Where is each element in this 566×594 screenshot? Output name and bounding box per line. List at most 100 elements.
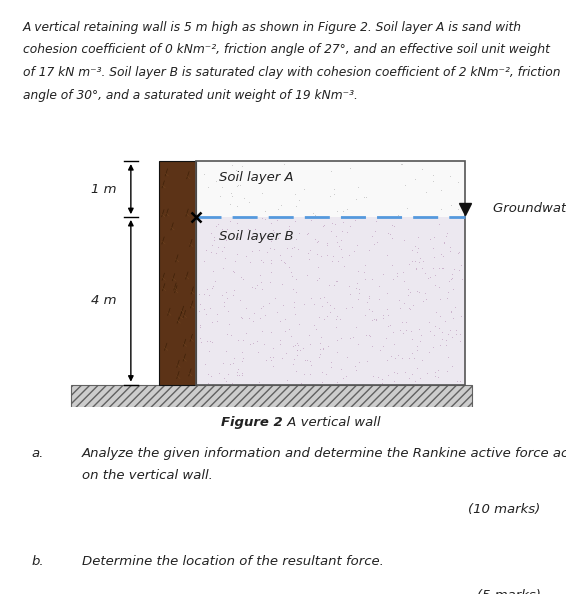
Point [345, 250, 354, 260]
Point [453, 177, 462, 187]
Point [393, 350, 402, 359]
Point [319, 344, 328, 353]
Point [288, 359, 297, 368]
Point [299, 184, 308, 194]
Point [426, 234, 435, 244]
Point [277, 255, 286, 264]
Point [448, 362, 457, 371]
Point [277, 353, 286, 363]
Point [362, 356, 371, 365]
Point [430, 330, 439, 340]
Point [445, 171, 454, 181]
Point [389, 339, 398, 349]
Point [221, 235, 230, 244]
Point [261, 355, 271, 365]
Point [228, 358, 237, 368]
Point [318, 301, 327, 311]
Point [218, 358, 227, 368]
Point [195, 320, 204, 330]
Point [415, 253, 424, 263]
Point [306, 356, 315, 366]
Point [326, 357, 335, 366]
Point [336, 244, 345, 253]
Point [292, 350, 301, 359]
Point [332, 322, 341, 331]
Text: Figure 2: Figure 2 [221, 416, 283, 429]
Point [299, 369, 308, 379]
Point [241, 251, 250, 260]
Point [428, 170, 437, 179]
Point [400, 276, 409, 285]
Point [454, 204, 463, 214]
Point [442, 293, 451, 302]
Point [218, 182, 227, 191]
Point [273, 204, 282, 213]
Point [306, 340, 315, 349]
Point [209, 282, 218, 291]
Point [303, 228, 312, 238]
Polygon shape [196, 217, 465, 384]
Point [280, 314, 289, 324]
Point [438, 263, 447, 273]
Point [382, 250, 391, 260]
Point [259, 339, 268, 349]
Point [342, 227, 351, 236]
Point [299, 299, 308, 309]
Point [406, 287, 415, 297]
Point [242, 328, 251, 337]
Point [310, 299, 319, 309]
Point [430, 232, 439, 242]
Point [201, 309, 211, 319]
Point [256, 255, 265, 265]
Point [424, 347, 434, 357]
Point [421, 288, 430, 298]
Point [436, 294, 445, 304]
Point [294, 340, 303, 350]
Point [255, 314, 264, 323]
Point [200, 359, 209, 369]
Point [404, 304, 413, 313]
Point [418, 263, 427, 273]
Point [207, 248, 216, 257]
Point [352, 241, 361, 250]
Point [331, 231, 340, 241]
Point [239, 193, 248, 203]
Point [233, 335, 242, 345]
Point [291, 235, 301, 244]
Point [382, 289, 391, 298]
Point [423, 368, 432, 378]
Point [367, 342, 376, 351]
Point [431, 366, 440, 376]
Polygon shape [71, 384, 472, 408]
Point [401, 317, 410, 326]
Point [255, 245, 264, 255]
Point [298, 343, 307, 352]
Point [444, 287, 453, 297]
Point [367, 274, 376, 283]
Point [428, 176, 438, 185]
Point [388, 327, 397, 336]
Point [443, 229, 452, 238]
Text: on the vertical wall.: on the vertical wall. [82, 469, 213, 482]
Point [454, 247, 464, 257]
Point [315, 352, 324, 361]
Point [411, 256, 420, 266]
Point [367, 315, 376, 325]
Point [336, 333, 345, 343]
Point [319, 343, 328, 353]
Point [410, 174, 419, 184]
Point [291, 201, 301, 210]
Point [435, 324, 444, 333]
Point [388, 260, 397, 270]
Point [246, 339, 255, 349]
Point [236, 272, 245, 282]
Point [277, 200, 286, 209]
Point [408, 334, 417, 343]
Point [272, 307, 281, 316]
Point [221, 287, 230, 297]
Text: cohesion coefficient of 0 kNm⁻², friction angle of 27°, and an effective soil un: cohesion coefficient of 0 kNm⁻², frictio… [23, 43, 550, 56]
Point [238, 353, 247, 362]
Point [247, 247, 256, 256]
Point [372, 237, 381, 247]
Point [291, 309, 300, 318]
